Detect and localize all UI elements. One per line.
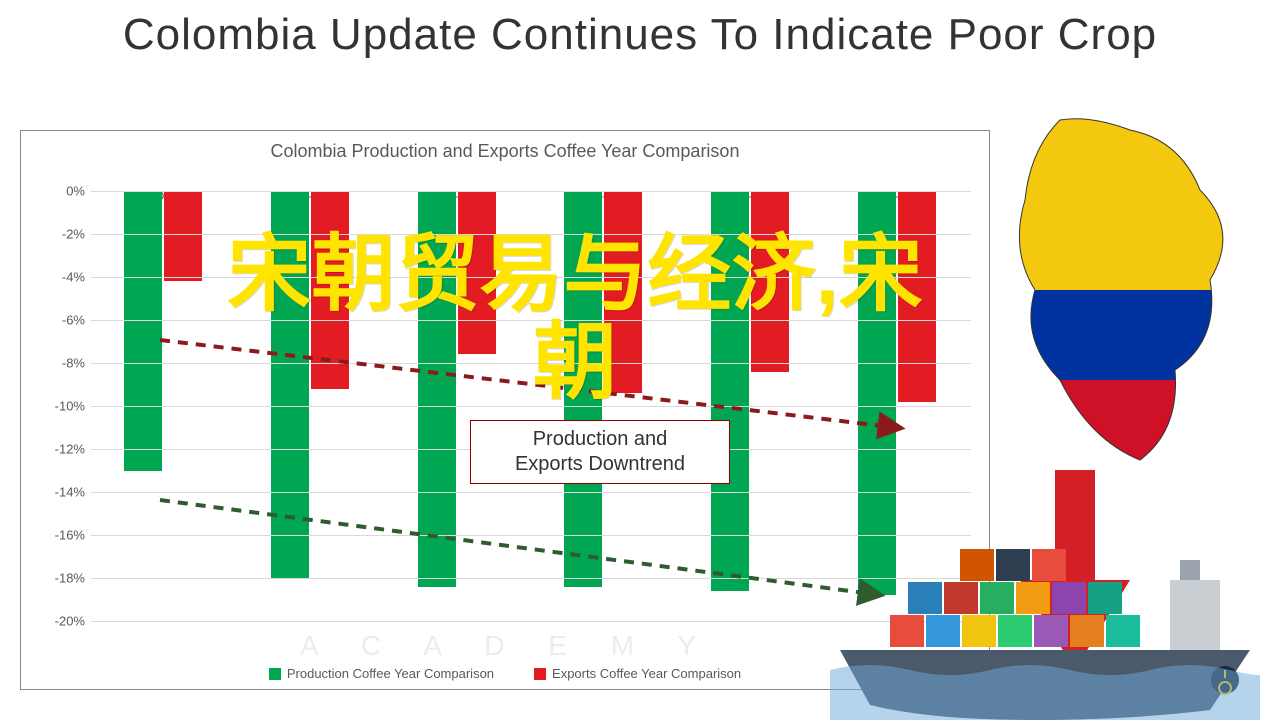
colombia-map-icon <box>1000 110 1260 470</box>
gridline <box>91 406 971 407</box>
gridline <box>91 320 971 321</box>
gridline <box>91 363 971 364</box>
y-axis-label: -2% <box>62 227 91 242</box>
container-ship-icon <box>830 520 1260 720</box>
y-axis-label: -4% <box>62 270 91 285</box>
bar-production <box>418 191 456 587</box>
bar-production <box>124 191 162 471</box>
legend-label-exports: Exports Coffee Year Comparison <box>552 666 741 681</box>
y-axis-label: -8% <box>62 356 91 371</box>
colombia-stripe-blue <box>1000 290 1260 380</box>
chart-title: Colombia Production and Exports Coffee Y… <box>21 131 989 166</box>
gridline <box>91 277 971 278</box>
callout-line2: Exports Downtrend <box>485 452 715 477</box>
gridline <box>91 191 971 192</box>
bar-exports <box>311 191 349 389</box>
bar-exports <box>898 191 936 402</box>
y-axis-label: 0% <box>66 184 91 199</box>
y-axis-label: -20% <box>55 614 91 629</box>
page-title: Colombia Update Continues To Indicate Po… <box>0 0 1280 60</box>
bar-exports <box>458 191 496 354</box>
callout-line1: Production and <box>485 427 715 452</box>
y-axis-label: -12% <box>55 442 91 457</box>
gridline <box>91 234 971 235</box>
bar-production <box>711 191 749 591</box>
bar-production <box>564 191 602 587</box>
legend-swatch-production <box>269 668 281 680</box>
bar-production <box>271 191 309 578</box>
callout-box: Production and Exports Downtrend <box>470 420 730 484</box>
legend-label-production: Production Coffee Year Comparison <box>287 666 494 681</box>
bar-exports <box>164 191 202 281</box>
colombia-stripe-yellow <box>1000 110 1260 290</box>
y-axis-label: -18% <box>55 571 91 586</box>
y-axis-label: -14% <box>55 485 91 500</box>
gridline <box>91 492 971 493</box>
legend-item-exports: Exports Coffee Year Comparison <box>534 666 741 681</box>
bar-exports <box>751 191 789 372</box>
y-axis-label: -16% <box>55 528 91 543</box>
y-axis-label: -10% <box>55 399 91 414</box>
legend-swatch-exports <box>534 668 546 680</box>
legend-item-production: Production Coffee Year Comparison <box>269 666 494 681</box>
y-axis-label: -6% <box>62 313 91 328</box>
colombia-stripe-red <box>1000 380 1260 470</box>
